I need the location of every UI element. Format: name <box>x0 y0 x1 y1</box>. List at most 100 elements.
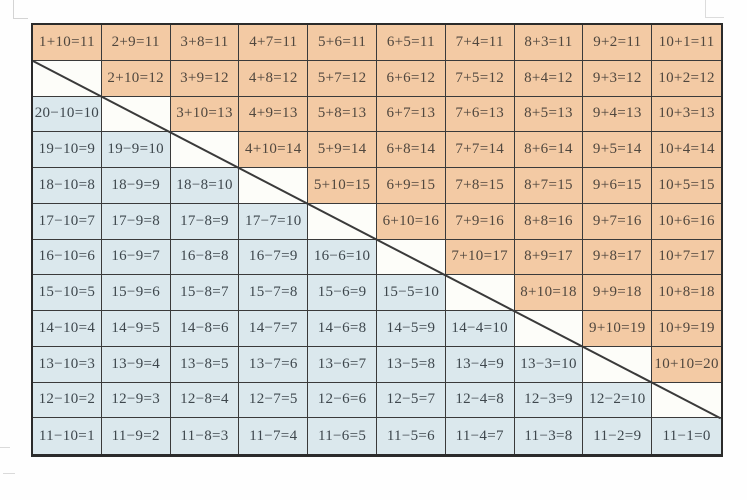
subtraction-equation-cell: 13−8=5 <box>170 346 240 383</box>
subtraction-equation-cell: 13−6=7 <box>308 346 377 383</box>
subtraction-equation-cell: 11−7=4 <box>239 418 309 454</box>
addition-equation-cell: 6+7=13 <box>377 96 446 133</box>
addition-equation-cell: 10+10=20 <box>652 346 721 383</box>
addition-equation-cell: 8+6=14 <box>514 132 584 168</box>
addition-equation-cell: 7+6=13 <box>445 96 515 133</box>
empty-cell <box>33 60 102 97</box>
empty-cell <box>308 203 377 240</box>
addition-equation-cell: 10+3=13 <box>652 96 721 133</box>
subtraction-equation-cell: 13−3=10 <box>514 346 584 383</box>
subtraction-equation-cell: 12−9=3 <box>101 382 171 419</box>
subtraction-equation-cell: 15−6=9 <box>308 275 377 311</box>
empty-cell <box>377 239 446 276</box>
addition-equation-cell: 5+6=11 <box>308 25 377 61</box>
subtraction-equation-cell: 12−8=4 <box>170 382 240 419</box>
addition-equation-cell: 3+9=12 <box>170 60 240 97</box>
empty-cell <box>445 275 515 311</box>
subtraction-equation-cell: 11−9=2 <box>101 418 171 454</box>
addition-equation-cell: 3+8=11 <box>170 25 240 61</box>
addition-equation-cell: 6+6=12 <box>377 60 446 97</box>
addition-equation-cell: 6+9=15 <box>377 168 446 204</box>
addition-equation-cell: 10+4=14 <box>652 132 721 168</box>
subtraction-equation-cell: 13−7=6 <box>239 346 309 383</box>
subtraction-equation-cell: 11−5=6 <box>377 418 446 454</box>
addition-equation-cell: 4+9=13 <box>239 96 309 133</box>
addition-equation-cell: 4+7=11 <box>239 25 309 61</box>
addition-equation-cell: 1+10=11 <box>33 25 102 61</box>
subtraction-equation-cell: 16−10=6 <box>33 239 102 276</box>
addition-equation-cell: 10+9=19 <box>652 311 721 347</box>
subtraction-equation-cell: 16−6=10 <box>308 239 377 276</box>
addition-equation-cell: 7+10=17 <box>445 239 515 276</box>
addition-equation-cell: 9+9=18 <box>583 275 653 311</box>
subtraction-equation-cell: 12−5=7 <box>377 382 446 419</box>
addition-equation-cell: 5+7=12 <box>308 60 377 97</box>
subtraction-equation-cell: 20−10=10 <box>33 96 102 133</box>
addition-equation-cell: 9+6=15 <box>583 168 653 204</box>
subtraction-equation-cell: 15−9=6 <box>101 275 171 311</box>
subtraction-equation-cell: 17−10=7 <box>33 203 102 240</box>
subtraction-equation-cell: 17−8=9 <box>170 203 240 240</box>
page-corner-mark-top-left-horizontal <box>13 18 28 19</box>
empty-cell <box>239 168 309 204</box>
addition-equation-cell: 5+9=14 <box>308 132 377 168</box>
addition-subtraction-table: 1+10=11 2+9=11 3+8=11 4+7=11 5+6=11 6+5=11 7+4… <box>31 23 723 457</box>
subtraction-equation-cell: 16−7=9 <box>239 239 309 276</box>
subtraction-equation-cell: 15−8=7 <box>170 275 240 311</box>
addition-equation-cell: 7+9=16 <box>445 203 515 240</box>
subtraction-equation-cell: 19−10=9 <box>33 132 102 168</box>
addition-equation-cell: 10+5=15 <box>652 168 721 204</box>
addition-equation-cell: 6+5=11 <box>377 25 446 61</box>
subtraction-equation-cell: 16−9=7 <box>101 239 171 276</box>
subtraction-equation-cell: 18−8=10 <box>170 168 240 204</box>
addition-equation-cell: 3+10=13 <box>170 96 240 133</box>
addition-equation-cell: 5+10=15 <box>308 168 377 204</box>
addition-equation-cell: 4+8=12 <box>239 60 309 97</box>
addition-equation-cell: 9+8=17 <box>583 239 653 276</box>
addition-equation-cell: 8+4=12 <box>514 60 584 97</box>
addition-equation-cell: 8+3=11 <box>514 25 584 61</box>
addition-equation-cell: 9+3=12 <box>583 60 653 97</box>
addition-equation-cell: 10+6=16 <box>652 203 721 240</box>
subtraction-equation-cell: 13−4=9 <box>445 346 515 383</box>
subtraction-equation-cell: 14−4=10 <box>445 311 515 347</box>
subtraction-equation-cell: 11−2=9 <box>583 418 653 454</box>
addition-equation-cell: 7+7=14 <box>445 132 515 168</box>
subtraction-equation-cell: 16−8=8 <box>170 239 240 276</box>
subtraction-equation-cell: 11−10=1 <box>33 418 102 454</box>
subtraction-equation-cell: 12−10=2 <box>33 382 102 419</box>
subtraction-equation-cell: 11−4=7 <box>445 418 515 454</box>
subtraction-equation-cell: 11−3=8 <box>514 418 584 454</box>
subtraction-equation-cell: 14−9=5 <box>101 311 171 347</box>
subtraction-equation-cell: 14−5=9 <box>377 311 446 347</box>
addition-equation-cell: 7+8=15 <box>445 168 515 204</box>
addition-equation-cell: 8+8=16 <box>514 203 584 240</box>
addition-equation-cell: 9+5=14 <box>583 132 653 168</box>
page-corner-mark-top-left-vertical <box>13 0 14 18</box>
empty-cell <box>101 96 171 133</box>
subtraction-equation-cell: 15−10=5 <box>33 275 102 311</box>
addition-equation-cell: 7+4=11 <box>445 25 515 61</box>
addition-equation-cell: 8+5=13 <box>514 96 584 133</box>
subtraction-equation-cell: 12−4=8 <box>445 382 515 419</box>
subtraction-equation-cell: 19−9=10 <box>101 132 171 168</box>
addition-equation-cell: 10+8=18 <box>652 275 721 311</box>
page-corner-mark-top-right-vertical <box>705 0 706 17</box>
addition-equation-cell: 2+10=12 <box>101 60 171 97</box>
addition-equation-cell: 9+2=11 <box>583 25 653 61</box>
subtraction-equation-cell: 14−7=7 <box>239 311 309 347</box>
addition-equation-cell: 8+7=15 <box>514 168 584 204</box>
addition-equation-cell: 7+5=12 <box>445 60 515 97</box>
addition-equation-cell: 6+10=16 <box>377 203 446 240</box>
subtraction-equation-cell: 14−10=4 <box>33 311 102 347</box>
subtraction-equation-cell: 14−6=8 <box>308 311 377 347</box>
addition-equation-cell: 9+4=13 <box>583 96 653 133</box>
page-edge-tick-1 <box>0 447 10 448</box>
subtraction-equation-cell: 12−3=9 <box>514 382 584 419</box>
page-edge-tick-2 <box>3 473 15 474</box>
empty-cell <box>583 346 653 383</box>
addition-equation-cell: 9+10=19 <box>583 311 653 347</box>
subtraction-equation-cell: 18−10=8 <box>33 168 102 204</box>
subtraction-equation-cell: 11−6=5 <box>308 418 377 454</box>
